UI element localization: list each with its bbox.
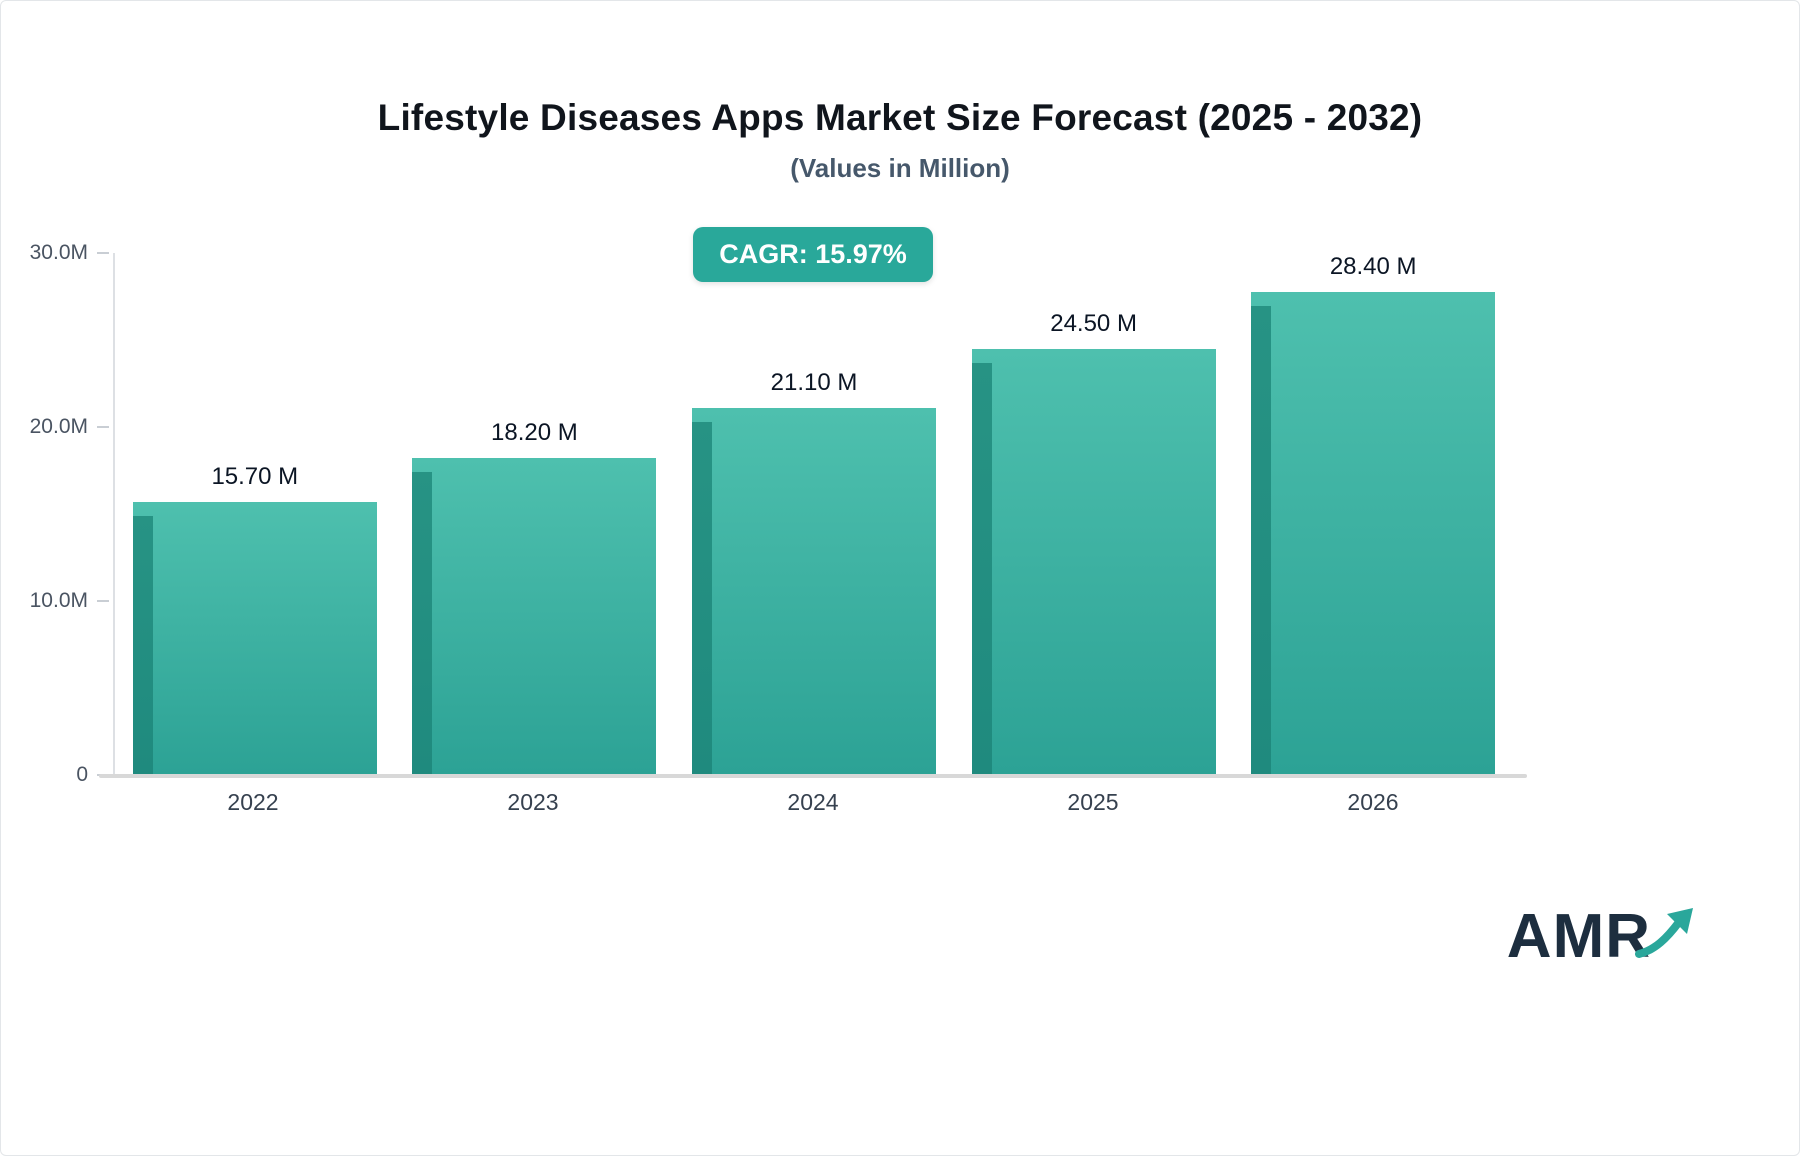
- bar: [1251, 292, 1496, 775]
- x-axis-label: 2022: [227, 789, 279, 815]
- y-tick: 10.0M: [30, 589, 109, 613]
- bar-value-label: 24.50 M: [1050, 309, 1137, 337]
- bar-value-label: 21.10 M: [770, 368, 858, 396]
- y-tick-label: 0: [76, 763, 88, 786]
- bar: [132, 501, 377, 776]
- bar: [412, 458, 657, 775]
- amr-logo: AMR: [1507, 901, 1697, 972]
- bars-row: 15.70 M 18.20 M 21.10 M 24.50 M 28.40 M: [115, 253, 1513, 776]
- chart-title: Lifestyle Diseases Apps Market Size Fore…: [377, 97, 1423, 138]
- bar: [971, 348, 1216, 776]
- x-axis-label: 2024: [787, 789, 839, 815]
- bar-value-label: 18.20 M: [491, 419, 578, 447]
- cagr-badge: CAGR: 15.97%: [693, 227, 933, 282]
- y-tick-mark: [97, 252, 109, 254]
- y-tick-mark: [97, 600, 109, 602]
- y-tick-label: 20.0M: [29, 415, 88, 438]
- amr-logo-text: AMR: [1506, 902, 1651, 971]
- y-tick-mark: [97, 426, 109, 428]
- y-tick-label: 10.0M: [29, 589, 88, 612]
- chart-subtitle: (Values in Million): [790, 153, 1010, 183]
- bar-group: 28.40 M: [1233, 253, 1513, 775]
- y-tick: 20.0M: [30, 415, 109, 439]
- x-axis-label: 2026: [1347, 789, 1399, 815]
- bar-value-label: 15.70 M: [211, 462, 299, 490]
- bar-group: 15.70 M: [115, 253, 395, 776]
- bar-group: 24.50 M: [954, 253, 1234, 776]
- bar: [691, 407, 936, 776]
- x-axis-label: 2023: [507, 789, 559, 815]
- cagr-badge-container: CAGR: 15.97%: [113, 227, 1513, 282]
- bar-value-label: 28.40 M: [1329, 253, 1417, 280]
- bar-group: 21.10 M: [674, 253, 954, 776]
- x-axis-line: [99, 774, 1527, 778]
- x-axis-labels: 2022 2023 2024 2025 2026: [113, 789, 1513, 816]
- y-axis: 30.0M 20.0M 10.0M 0: [1, 241, 109, 786]
- y-tick-label: 30.0M: [29, 241, 88, 264]
- x-axis-label: 2025: [1067, 789, 1119, 815]
- plot-area: 15.70 M 18.20 M 21.10 M 24.50 M 28.40 M: [99, 253, 1527, 778]
- bar-group: 18.20 M: [395, 253, 675, 775]
- growth-arrow-icon: [1635, 907, 1693, 958]
- y-tick: 30.0M: [30, 241, 109, 265]
